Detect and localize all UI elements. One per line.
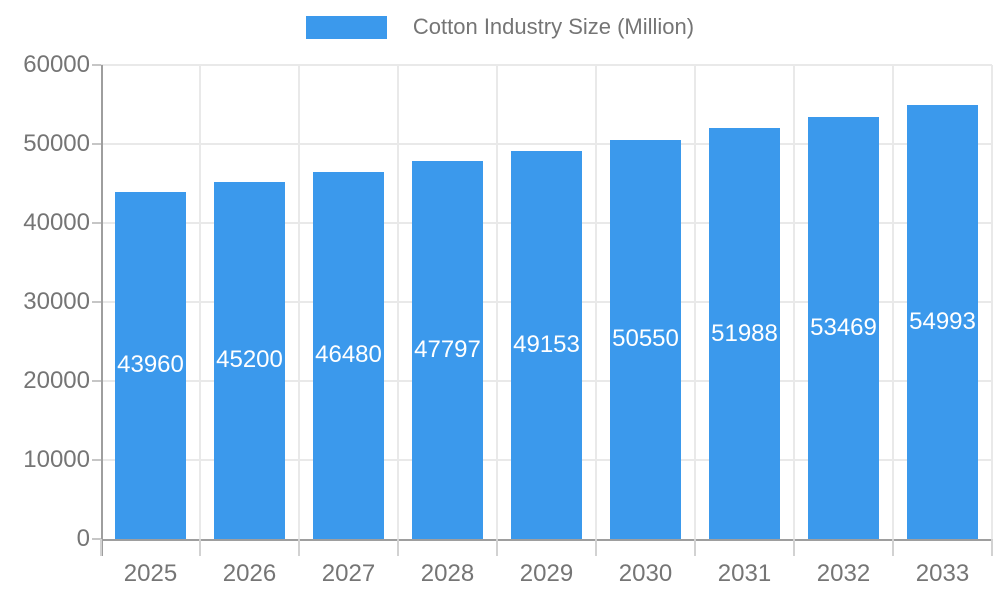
y-tick bbox=[92, 459, 101, 461]
bar-2033[interactable]: 54993 bbox=[907, 104, 978, 539]
x-tick-label: 2028 bbox=[420, 560, 475, 587]
y-axis-line bbox=[101, 65, 103, 556]
bar-value-label: 43960 bbox=[117, 351, 184, 379]
y-tick bbox=[92, 64, 101, 66]
plot-area: 43960 45200 46480 47797 49153 50550 51988 53469… bbox=[101, 64, 993, 539]
v-gridline bbox=[694, 65, 696, 539]
x-tick bbox=[892, 539, 894, 556]
v-gridline bbox=[199, 65, 201, 539]
y-tick-label: 20000 bbox=[23, 367, 90, 394]
bar-2027[interactable]: 46480 bbox=[313, 171, 384, 539]
x-axis-line bbox=[101, 539, 992, 541]
bar-value-label: 49153 bbox=[513, 330, 580, 358]
bar-value-label: 50550 bbox=[612, 325, 679, 353]
h-gridline bbox=[101, 143, 992, 145]
legend-label: Cotton Industry Size (Million) bbox=[412, 14, 695, 39]
bar-2028[interactable]: 47797 bbox=[412, 161, 483, 539]
bar-value-label: 54993 bbox=[909, 307, 976, 335]
y-tick-label: 30000 bbox=[23, 288, 90, 315]
y-tick-label: 50000 bbox=[23, 130, 90, 157]
y-tick bbox=[92, 301, 101, 303]
y-tick-label: 60000 bbox=[23, 51, 90, 78]
x-tick bbox=[793, 539, 795, 556]
y-tick-label: 0 bbox=[76, 525, 90, 552]
bar-2030[interactable]: 50550 bbox=[610, 139, 681, 539]
x-tick-label: 2026 bbox=[222, 560, 277, 587]
y-tick bbox=[92, 380, 101, 382]
y-tick bbox=[92, 222, 101, 224]
x-tick bbox=[694, 539, 696, 556]
legend[interactable]: Cotton Industry Size (Million) bbox=[0, 14, 1000, 40]
v-gridline bbox=[991, 65, 993, 539]
bar-value-label: 46480 bbox=[315, 341, 382, 369]
x-tick-label: 2033 bbox=[915, 560, 970, 587]
x-tick-label: 2031 bbox=[717, 560, 772, 587]
x-tick-label: 2029 bbox=[519, 560, 574, 587]
y-tick-label: 10000 bbox=[23, 446, 90, 473]
y-tick bbox=[92, 538, 101, 540]
bar-value-label: 53469 bbox=[810, 313, 877, 341]
y-tick-label: 40000 bbox=[23, 209, 90, 236]
bar-2026[interactable]: 45200 bbox=[214, 181, 285, 539]
bar-2025[interactable]: 43960 bbox=[115, 191, 186, 539]
bar-2029[interactable]: 49153 bbox=[511, 150, 582, 539]
v-gridline bbox=[892, 65, 894, 539]
x-tick bbox=[991, 539, 993, 556]
y-tick bbox=[92, 143, 101, 145]
x-tick bbox=[100, 539, 102, 556]
legend-swatch bbox=[305, 15, 387, 39]
x-tick bbox=[298, 539, 300, 556]
v-gridline bbox=[397, 65, 399, 539]
bar-value-label: 51988 bbox=[711, 319, 778, 347]
x-tick bbox=[496, 539, 498, 556]
x-tick-label: 2027 bbox=[321, 560, 376, 587]
v-gridline bbox=[298, 65, 300, 539]
v-gridline bbox=[595, 65, 597, 539]
bar-2031[interactable]: 51988 bbox=[709, 128, 780, 539]
v-gridline bbox=[496, 65, 498, 539]
bar-2032[interactable]: 53469 bbox=[808, 116, 879, 539]
h-gridline bbox=[101, 64, 992, 66]
v-gridline bbox=[793, 65, 795, 539]
x-tick bbox=[595, 539, 597, 556]
bar-value-label: 45200 bbox=[216, 346, 283, 374]
bar-value-label: 47797 bbox=[414, 336, 481, 364]
x-tick bbox=[397, 539, 399, 556]
x-tick-label: 2030 bbox=[618, 560, 673, 587]
x-tick-label: 2025 bbox=[123, 560, 178, 587]
x-tick bbox=[199, 539, 201, 556]
x-tick-label: 2032 bbox=[816, 560, 871, 587]
